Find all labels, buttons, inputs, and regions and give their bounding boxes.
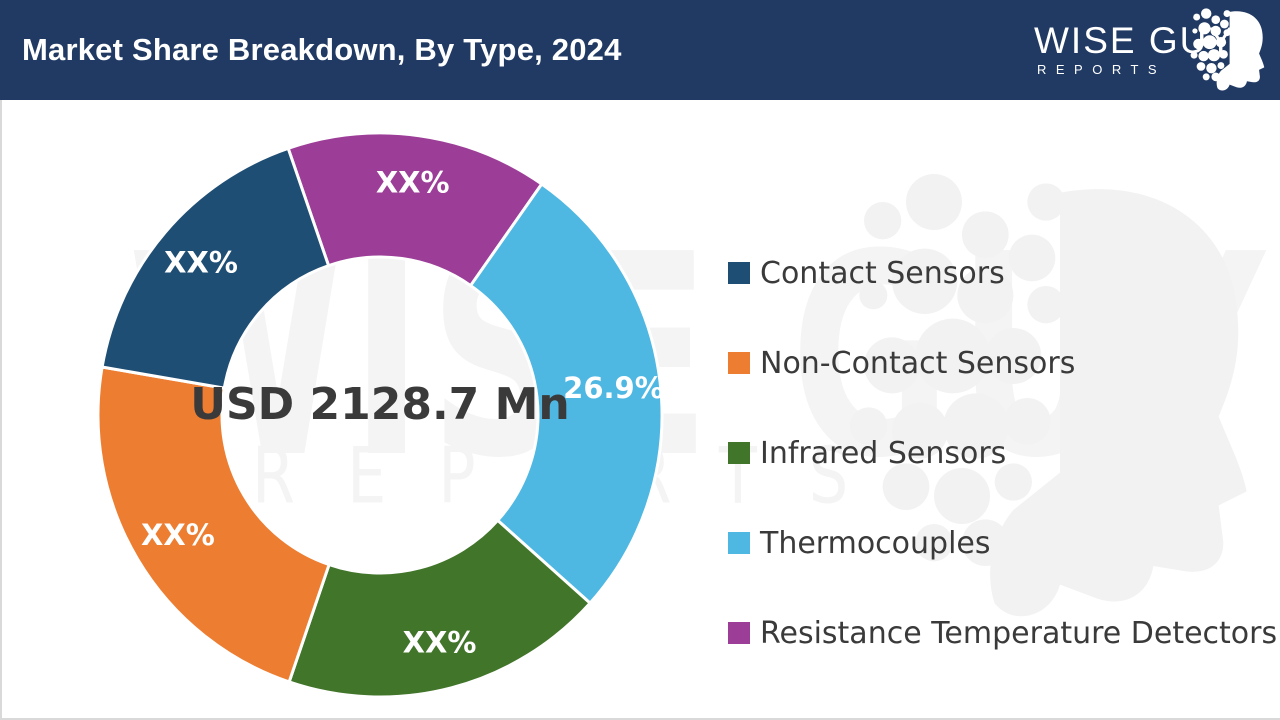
donut-slice-contact-sensors	[100, 146, 331, 390]
chart-legend: Contact Sensors Non-Contact Sensors Infrar…	[728, 256, 1277, 711]
slice-label-infrared-sensors: XX%	[403, 625, 477, 659]
brand-logo: WISE GUY REPORTS	[1016, 4, 1266, 96]
legend-label: Non-Contact Sensors	[760, 345, 1076, 381]
donut-slice-non-contact-sensors	[96, 365, 331, 684]
watermark-head-profile-icon	[850, 174, 1247, 617]
donut-slice-thermocouples	[468, 181, 664, 606]
legend-swatch-icon	[728, 352, 750, 374]
slice-label-non-contact-sensors: XX%	[141, 518, 215, 552]
slice-label-thermocouples: 26.9%	[563, 371, 664, 405]
legend-item-resistance-temperature-detectors: Resistance Temperature Detectors	[728, 616, 1277, 651]
legend-swatch-icon	[728, 622, 750, 644]
brand-subtitle: REPORTS	[1037, 62, 1167, 77]
page-title: Market Share Breakdown, By Type, 2024	[22, 32, 622, 67]
legend-item-non-contact-sensors: Non-Contact Sensors	[728, 346, 1277, 381]
legend-label: Infrared Sensors	[760, 435, 1007, 471]
legend-swatch-icon	[728, 262, 750, 284]
donut-chart: XX% 26.9% XX% XX% XX%	[96, 131, 664, 699]
legend-item-contact-sensors: Contact Sensors	[728, 256, 1277, 291]
legend-swatch-icon	[728, 532, 750, 554]
legend-label: Contact Sensors	[760, 255, 1005, 291]
legend-swatch-icon	[728, 442, 750, 464]
header-bar: Market Share Breakdown, By Type, 2024 WI…	[0, 0, 1280, 100]
slice-label-resistance-temperature-detectors: XX%	[376, 165, 450, 199]
brand-head-profile-icon	[1190, 8, 1265, 91]
chart-center-total: USD 2128.7 Mn	[190, 379, 570, 430]
donut-slice-infrared-sensors	[287, 518, 593, 699]
slice-label-contact-sensors: XX%	[164, 246, 238, 280]
plot-frame	[0, 100, 1280, 720]
legend-item-infrared-sensors: Infrared Sensors	[728, 436, 1277, 471]
legend-label: Thermocouples	[760, 525, 991, 561]
legend-item-thermocouples: Thermocouples	[728, 526, 1277, 561]
legend-label: Resistance Temperature Detectors	[760, 615, 1278, 651]
